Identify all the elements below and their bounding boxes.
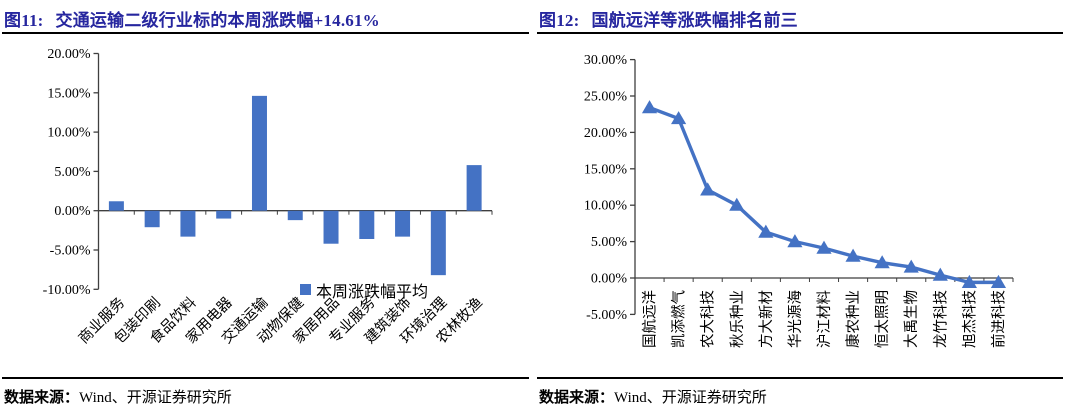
svg-text:-5.00%: -5.00%: [586, 308, 627, 323]
svg-text:华光源海: 华光源海: [787, 290, 804, 348]
svg-text:-10.00%: -10.00%: [43, 283, 91, 298]
svg-text:0.00%: 0.00%: [591, 272, 628, 287]
svg-text:25.00%: 25.00%: [584, 90, 628, 105]
legend-label: 本周涨跌幅平均: [316, 283, 428, 301]
svg-text:30.00%: 30.00%: [584, 53, 628, 68]
svg-text:旭杰科技: 旭杰科技: [961, 290, 978, 348]
svg-text:恒太照明: 恒太照明: [874, 290, 891, 348]
svg-text:前进科技: 前进科技: [990, 290, 1007, 348]
svg-text:10.00%: 10.00%: [47, 126, 91, 141]
svg-text:农大科技: 农大科技: [700, 290, 717, 348]
svg-text:凯添燃气: 凯添燃气: [670, 290, 688, 348]
figure-12-source-value: Wind、开源证券研究所: [614, 390, 767, 406]
figure-11-legend: 本周涨跌幅平均: [300, 283, 428, 301]
figure-12-source-label: 数据来源：: [539, 390, 615, 406]
figure-11-bar-chart: 20.00% 15.00% 10.00% 5.00% 0.00% -5.00% -10.00…: [43, 47, 493, 347]
svg-text:国航远洋: 国航远洋: [642, 290, 659, 348]
figure-12-line-chart: 30.00% 25.00% 20.00% 15.00% 10.00% 5.00% 0.00%…: [584, 53, 1014, 348]
figure-12-title-rule: [537, 32, 1063, 34]
figure-11-source-label: 数据来源：: [4, 390, 80, 406]
svg-text:10.00%: 10.00%: [584, 199, 628, 214]
svg-text:方大新材: 方大新材: [758, 290, 775, 348]
figure-11-title: 图11: 交通运输二级行业标的本周涨跌幅+14.61%: [4, 6, 380, 31]
figure-12-panel: 图12: 国航远洋等涨跌幅排名前三 30.00% 25.00% 20.00% 15.00…: [537, 0, 1063, 412]
svg-text:20.00%: 20.00%: [584, 126, 628, 141]
svg-text:-5.00%: -5.00%: [50, 244, 91, 259]
figure-11-title-rule: [2, 32, 529, 34]
figure-11-source: 数据来源：Wind、开源证券研究所: [2, 377, 529, 407]
svg-text:15.00%: 15.00%: [47, 86, 91, 101]
svg-text:15.00%: 15.00%: [584, 162, 628, 177]
svg-text:5.00%: 5.00%: [591, 235, 628, 250]
figure-12-source: 数据来源：Wind、开源证券研究所: [537, 377, 1063, 407]
figure-12-number: 图12:: [539, 11, 580, 30]
svg-text:龙竹科技: 龙竹科技: [932, 290, 949, 348]
figure-11-source-value: Wind、开源证券研究所: [79, 390, 232, 406]
svg-text:0.00%: 0.00%: [54, 204, 91, 219]
legend-swatch: [300, 284, 311, 295]
svg-text:秋乐种业: 秋乐种业: [729, 290, 746, 348]
figure-11-number: 图11:: [4, 11, 44, 30]
svg-text:大禹生物: 大禹生物: [903, 290, 920, 348]
figure-12-heading: 国航远洋等涨跌幅排名前三: [591, 11, 798, 30]
figure-11-heading: 交通运输二级行业标的本周涨跌幅+14.61%: [55, 11, 380, 30]
figure-12-title: 图12: 国航远洋等涨跌幅排名前三: [539, 6, 798, 31]
svg-text:20.00%: 20.00%: [47, 47, 91, 62]
figure-11-panel: 图11: 交通运输二级行业标的本周涨跌幅+14.61% 20.00% 15.00% 1…: [2, 0, 529, 412]
svg-text:5.00%: 5.00%: [54, 165, 91, 180]
svg-text:康农种业: 康农种业: [845, 290, 862, 348]
svg-text:沪江材料: 沪江材料: [816, 290, 833, 348]
